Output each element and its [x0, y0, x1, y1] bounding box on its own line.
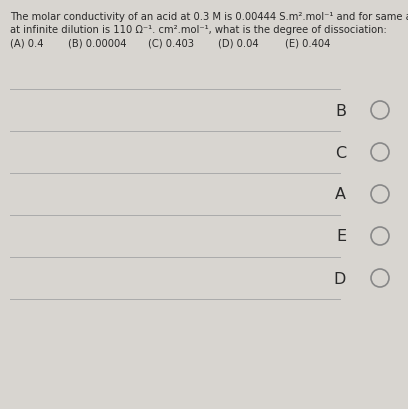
Text: C: C [335, 145, 346, 160]
Text: A: A [335, 187, 346, 202]
Text: (C) 0.403: (C) 0.403 [148, 38, 194, 48]
Text: (B) 0.00004: (B) 0.00004 [68, 38, 126, 48]
Text: D: D [334, 271, 346, 286]
Text: (A) 0.4: (A) 0.4 [10, 38, 44, 48]
Text: B: B [335, 103, 346, 118]
Text: (D) 0.04: (D) 0.04 [218, 38, 259, 48]
Text: The molar conductivity of an acid at 0.3 M is 0.00444 S.m².mol⁻¹ and for same ac: The molar conductivity of an acid at 0.3… [10, 12, 408, 22]
Text: (E) 0.404: (E) 0.404 [285, 38, 330, 48]
Text: at infinite dilution is 110 Ω⁻¹. cm².mol⁻¹, what is the degree of dissociation:: at infinite dilution is 110 Ω⁻¹. cm².mol… [10, 25, 387, 35]
Text: E: E [336, 229, 346, 244]
